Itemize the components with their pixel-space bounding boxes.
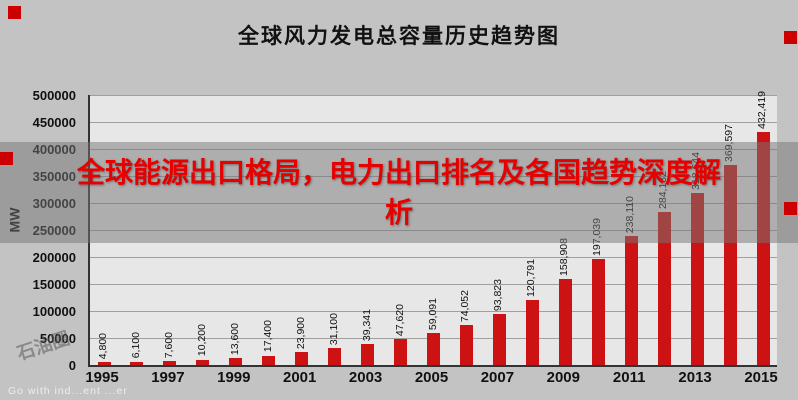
gridline	[90, 256, 777, 258]
bar-value-label: 23,900	[294, 316, 307, 350]
bar-value-label: 74,052	[459, 289, 472, 323]
bar-value-label: 93,823	[492, 279, 505, 312]
x-tick-label: 2013	[678, 369, 712, 386]
headline-overlay-band: 全球能源出口格局，电力出口排名及各国趋势深度解 析	[0, 142, 798, 243]
bar-value-label: 31,100	[327, 313, 340, 346]
bar-2008	[525, 299, 539, 365]
bar-value-label: 47,620	[393, 304, 406, 337]
decorative-red-square	[8, 6, 21, 19]
x-tick-label: 2005	[414, 369, 449, 386]
decorative-red-square	[0, 152, 13, 165]
bar-1999	[229, 357, 243, 365]
gridline	[90, 283, 777, 285]
bar-value-label: 17,400	[261, 320, 274, 353]
x-tick-label: 2009	[546, 369, 580, 386]
x-tick-label: 2011	[612, 369, 646, 386]
bar-2006	[459, 325, 473, 365]
y-tick-label: 500000	[32, 88, 76, 103]
x-tick-label: 1997	[151, 369, 185, 386]
bar-value-label: 120,791	[525, 258, 538, 297]
x-axis-labels: 1995 1997 1999 2001 2003 2005 2007 2009 2011 2013…	[85, 369, 777, 389]
bar-2007	[492, 314, 506, 365]
bar-value-label: 432,419	[756, 90, 768, 129]
bar-2009	[558, 279, 572, 365]
x-tick-label: 2007	[480, 369, 515, 386]
bar-value-label: 39,341	[360, 308, 373, 341]
bar-value-label: 13,600	[228, 322, 241, 355]
bar-2001	[295, 352, 309, 365]
x-tick-label: 2001	[283, 369, 317, 386]
headline-line2: 析	[384, 196, 413, 228]
decorative-red-square	[784, 31, 797, 44]
bar-1995	[97, 362, 111, 365]
bar-1996	[130, 361, 144, 365]
headline-text: 全球能源出口格局，电力出口排名及各国趋势深度解 析	[77, 153, 721, 231]
bar-2011	[624, 236, 638, 365]
decorative-red-square	[784, 202, 797, 215]
bar-value-label: 4,800	[97, 333, 109, 360]
y-tick-label: 0	[68, 358, 76, 373]
y-tick-label: 200000	[32, 250, 76, 265]
x-tick-label: 1999	[217, 369, 251, 386]
bar-1997	[163, 360, 177, 365]
tagline-watermark: Go with ind...ent ...er	[8, 385, 128, 397]
y-tick-label: 50000	[39, 331, 76, 346]
bar-2003	[361, 343, 375, 365]
gridline	[90, 310, 777, 312]
bar-value-label: 158,908	[558, 238, 571, 277]
chart-title: 全球风力发电总容量历史趋势图	[238, 25, 560, 48]
gridline	[90, 94, 777, 96]
gridline	[90, 121, 777, 123]
x-tick-label: 1995	[85, 369, 119, 386]
y-tick-label: 100000	[32, 304, 76, 319]
bar-2012	[657, 211, 671, 365]
bar-2000	[262, 355, 276, 365]
headline-line1: 全球能源出口格局，电力出口排名及各国趋势深度解	[76, 157, 721, 189]
bar-value-label: 6,100	[129, 332, 142, 359]
bar-2004	[394, 339, 408, 365]
bar-value-label: 7,600	[162, 331, 175, 358]
bar-value-label: 10,200	[195, 324, 208, 357]
bar-1998	[196, 359, 210, 365]
bar-2010	[591, 258, 605, 365]
bar-value-label: 59,091	[426, 297, 439, 331]
bar-2005	[427, 333, 440, 365]
y-tick-label: 150000	[32, 277, 76, 292]
bar-2002	[328, 348, 342, 365]
x-tick-label: 2015	[744, 369, 778, 386]
y-tick-label: 450000	[32, 115, 76, 130]
x-tick-label: 2003	[348, 369, 383, 386]
